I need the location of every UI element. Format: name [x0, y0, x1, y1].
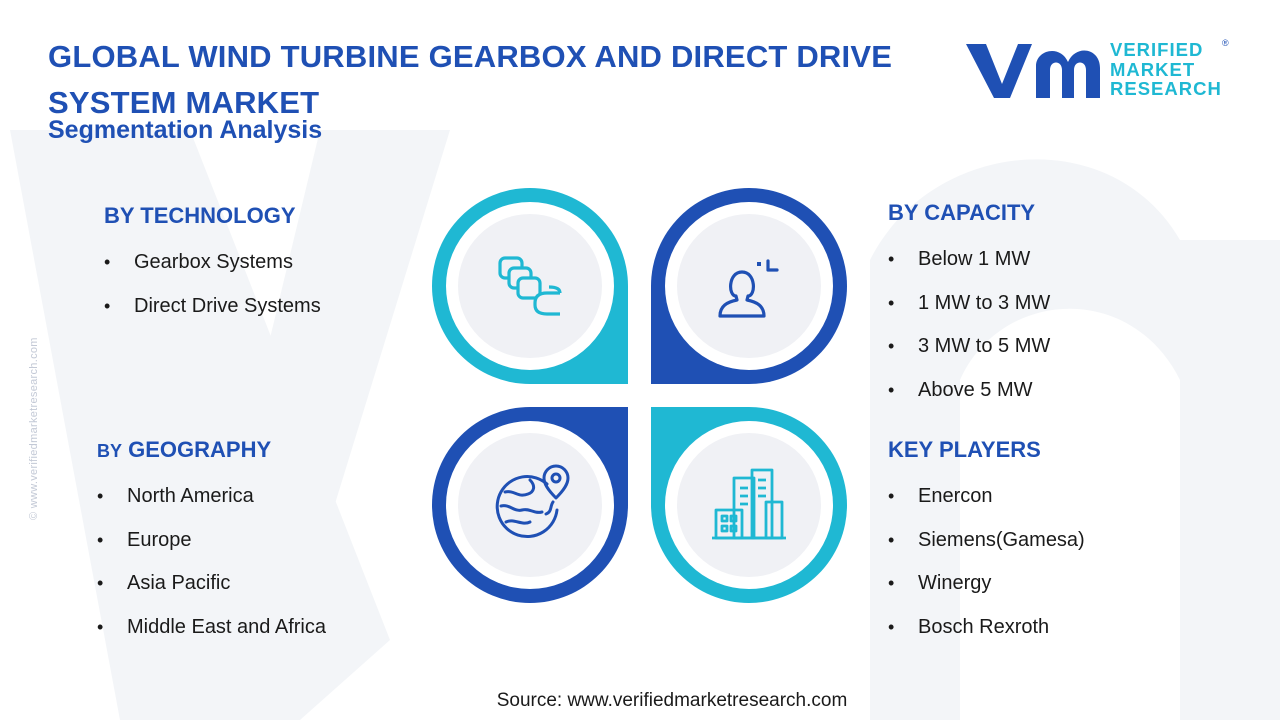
geography-list: North America Europe Asia Pacific Middle…: [97, 484, 326, 658]
side-copyright: © www.verifiedmarketresearch.com: [28, 337, 40, 520]
logo-line-2: MARKET: [1110, 58, 1196, 80]
list-item: Middle East and Africa: [97, 615, 326, 659]
user-focus-icon: [718, 259, 779, 318]
list-item: North America: [97, 484, 326, 528]
geography-heading-prefix: BY: [97, 441, 123, 461]
gears-stack-icon: [498, 256, 562, 316]
list-item: Winergy: [888, 571, 1085, 615]
globe-location-icon: [495, 464, 570, 538]
segmentation-diagram: [432, 188, 847, 603]
technology-heading: BY TECHNOLOGY: [104, 203, 296, 228]
buildings-icon: [712, 468, 786, 540]
vmr-logo: [966, 44, 1100, 98]
list-item: Bosch Rexroth: [888, 615, 1085, 659]
list-item: Asia Pacific: [97, 571, 326, 615]
geography-heading-main: GEOGRAPHY: [128, 437, 272, 462]
list-item: Below 1 MW: [888, 247, 1050, 291]
title-line-1: GLOBAL WIND TURBINE GEARBOX AND DIRECT D…: [48, 39, 893, 74]
petal-capacity: [651, 188, 847, 384]
geography-heading: BY GEOGRAPHY: [97, 437, 271, 463]
list-item: 3 MW to 5 MW: [888, 334, 1050, 378]
list-item: Above 5 MW: [888, 378, 1050, 422]
petal-geography: [432, 407, 628, 603]
petal-key-players: [651, 407, 847, 603]
list-item: Europe: [97, 528, 326, 572]
page-title: GLOBAL WIND TURBINE GEARBOX AND DIRECT D…: [48, 34, 908, 126]
key-players-heading: KEY PLAYERS: [888, 437, 1041, 462]
list-item: 1 MW to 3 MW: [888, 291, 1050, 335]
list-item: Siemens(Gamesa): [888, 528, 1085, 572]
list-item: Gearbox Systems: [104, 250, 321, 294]
logo-wordmark: VERIFIED MARKET RESEARCH: [1110, 40, 1222, 99]
capacity-list: Below 1 MW 1 MW to 3 MW 3 MW to 5 MW Abo…: [888, 247, 1050, 421]
logo-line-1: VERIFIED: [1110, 39, 1204, 60]
capacity-heading: BY CAPACITY: [888, 200, 1036, 225]
source-citation: Source: www.verifiedmarketresearch.com: [496, 690, 848, 711]
list-item: Direct Drive Systems: [104, 294, 321, 338]
page-subtitle: Segmentation Analysis: [48, 116, 323, 144]
key-players-list: Enercon Siemens(Gamesa) Winergy Bosch Re…: [888, 484, 1085, 658]
logo-line-3: RESEARCH: [1110, 78, 1222, 99]
registered-mark: ®: [1222, 38, 1229, 48]
title-line-2: SYSTEM MARKET: [48, 85, 320, 120]
technology-list: Gearbox Systems Direct Drive Systems: [104, 250, 321, 337]
list-item: Enercon: [888, 484, 1085, 528]
